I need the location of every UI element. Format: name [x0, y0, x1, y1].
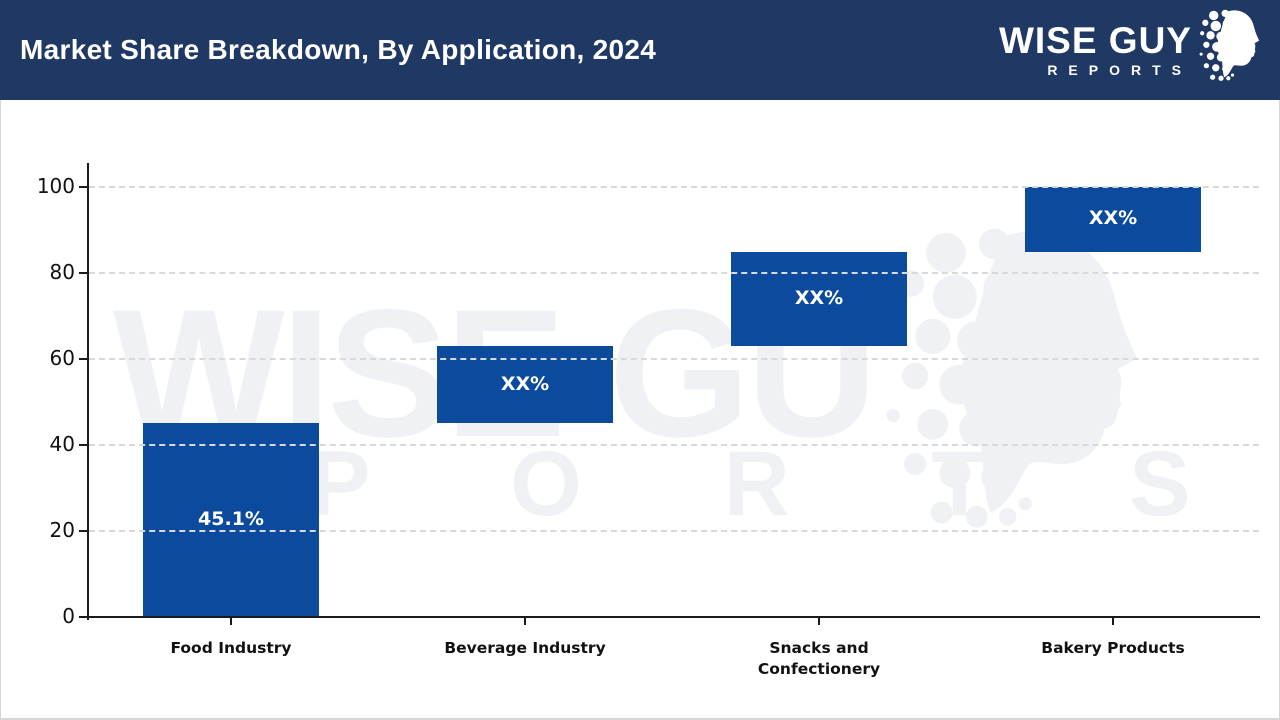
chart-area: WISE GU P O R T S 0 20 40 60 80 100 45.1% Food … [0, 100, 1280, 720]
y-tick-mark [79, 186, 88, 188]
bar-segment [1025, 187, 1201, 252]
y-tick-label: 80 [49, 260, 75, 284]
gridline [89, 186, 1259, 188]
dotted-head-profile-icon [1199, 9, 1260, 81]
wise-guy-logo: WISE GUY REPORTS [999, 6, 1266, 94]
x-tick-mark [818, 618, 820, 625]
y-tick-label: 40 [49, 432, 75, 456]
y-axis-line [87, 163, 89, 620]
logo-text: WISE GUY REPORTS [999, 22, 1192, 78]
y-tick-mark [79, 358, 88, 360]
y-tick-label: 20 [49, 518, 75, 542]
gridline [89, 358, 1259, 360]
x-axis-line [87, 616, 1260, 618]
bar-segment [143, 423, 319, 617]
x-tick-mark [230, 618, 232, 625]
x-category-label: Bakery Products [1041, 639, 1185, 657]
header-bar: Market Share Breakdown, By Application, … [0, 0, 1280, 100]
y-tick-mark [79, 444, 88, 446]
y-tick-label: 60 [49, 346, 75, 370]
y-tick-mark [79, 272, 88, 274]
x-category-label: Snacks and Confectionery [757, 639, 881, 678]
logo-wordmark: WISE GUY [998, 20, 1192, 61]
y-tick-label: 0 [62, 604, 75, 628]
logo-subtitle: REPORTS [1047, 62, 1192, 78]
y-tick-label: 100 [36, 174, 75, 198]
y-tick-mark [79, 530, 88, 532]
bar-value-label: 45.1% [198, 508, 264, 531]
y-tick-mark [79, 616, 88, 618]
gridline [89, 530, 1259, 532]
x-tick-mark [524, 618, 526, 625]
bar-value-label: XX% [500, 372, 550, 395]
bar-value-label: XX% [1088, 207, 1138, 230]
gridline [89, 444, 1259, 446]
x-tick-mark [1112, 618, 1114, 625]
x-category-label: Food Industry [170, 639, 292, 657]
x-category-label: Beverage Industry [444, 639, 606, 657]
bar-chart-plot: 0 20 40 60 80 100 45.1% Food Industry XX% Beverag… [1, 100, 1280, 720]
bar-segment [731, 251, 907, 347]
gridline [89, 272, 1259, 274]
bar-value-label: XX% [794, 286, 844, 309]
page-title: Market Share Breakdown, By Application, … [20, 34, 657, 65]
